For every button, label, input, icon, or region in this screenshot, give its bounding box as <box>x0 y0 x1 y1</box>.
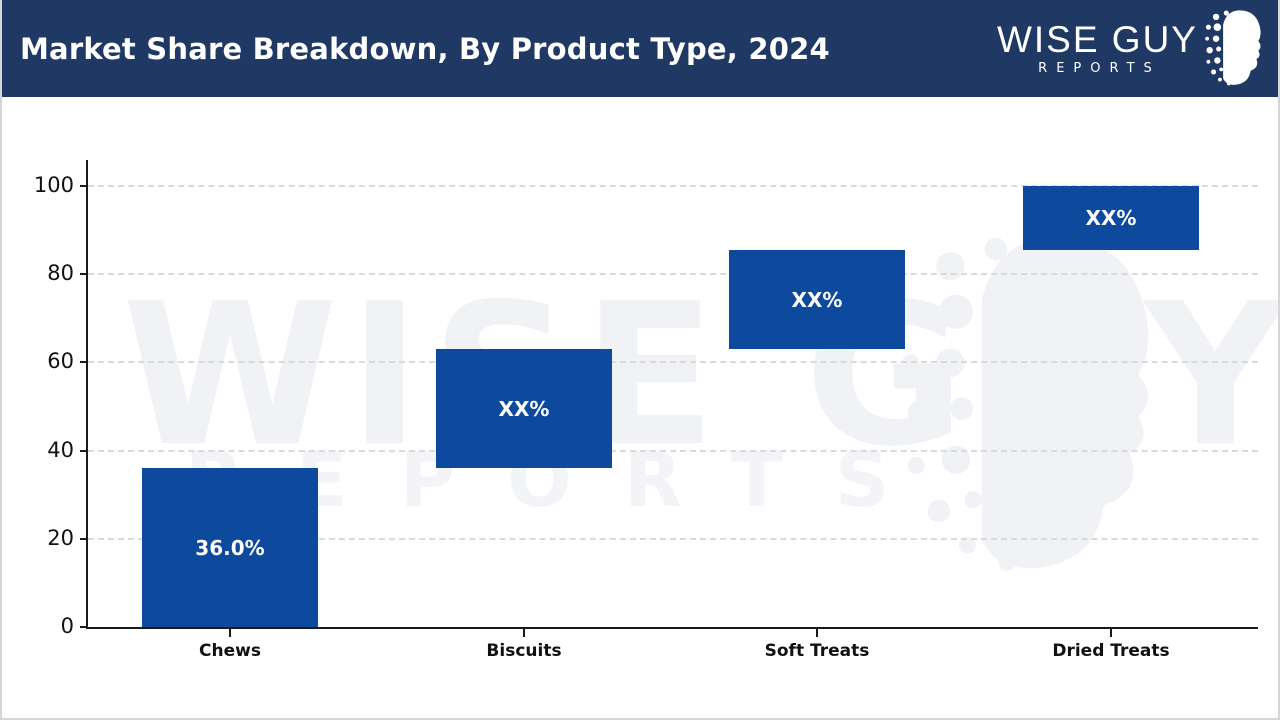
bar-value-label: 36.0% <box>195 535 265 560</box>
brand-name: WISE GUY <box>996 19 1198 60</box>
y-tick-label: 100 <box>33 173 74 197</box>
waterfall-chart: 0 20 40 60 80 100 36.0% Chews XX% Biscuits XX% Soft… <box>0 97 1280 720</box>
bar-biscuits: XX% <box>436 349 612 469</box>
brand-logo: WISE GUY REPORTS <box>997 5 1280 93</box>
y-tick-label: 20 <box>47 525 74 550</box>
y-tick-mark <box>80 361 88 364</box>
x-axis-line <box>86 627 1258 629</box>
x-category-label: Dried Treats <box>1052 641 1170 661</box>
gridline-40 <box>88 449 1258 452</box>
bar-dried-treats: XX% <box>1023 186 1199 250</box>
gridline-80 <box>88 273 1258 276</box>
y-tick-mark <box>80 449 88 452</box>
x-tick-mark <box>1110 629 1112 637</box>
bar-value-label: XX% <box>1085 205 1137 230</box>
y-axis-line <box>86 160 88 629</box>
header-band: Market Share Breakdown, By Product Type,… <box>0 0 1280 97</box>
y-tick-label: 40 <box>47 437 74 462</box>
y-tick-mark <box>80 537 88 540</box>
x-tick-mark <box>816 629 818 637</box>
y-tick-label: 80 <box>47 261 74 286</box>
bar-chews: 36.0% <box>142 468 318 627</box>
y-tick-mark <box>80 626 88 628</box>
chart-title: Market Share Breakdown, By Product Type,… <box>20 31 830 66</box>
watermark-dotted-head-icon <box>880 215 1180 589</box>
bar-value-label: XX% <box>498 396 550 421</box>
gridline-100 <box>88 185 1258 187</box>
brand-subname: REPORTS <box>1038 61 1161 76</box>
y-tick-mark <box>80 273 88 276</box>
x-tick-mark <box>523 629 525 637</box>
x-tick-mark <box>229 629 231 637</box>
x-category-label: Chews <box>199 641 261 661</box>
x-category-label: Biscuits <box>486 641 562 661</box>
dotted-head-icon <box>1202 5 1266 93</box>
bar-soft-treats: XX% <box>729 249 905 350</box>
bar-value-label: XX% <box>791 287 843 312</box>
y-tick-label: 60 <box>47 349 74 374</box>
y-tick-mark <box>80 185 88 187</box>
x-category-label: Soft Treats <box>764 641 870 661</box>
gridline-20 <box>88 537 1258 540</box>
gridline-60 <box>88 361 1258 364</box>
brand-logo-text: WISE GUY REPORTS <box>997 21 1198 76</box>
y-tick-label: 0 <box>60 614 74 638</box>
